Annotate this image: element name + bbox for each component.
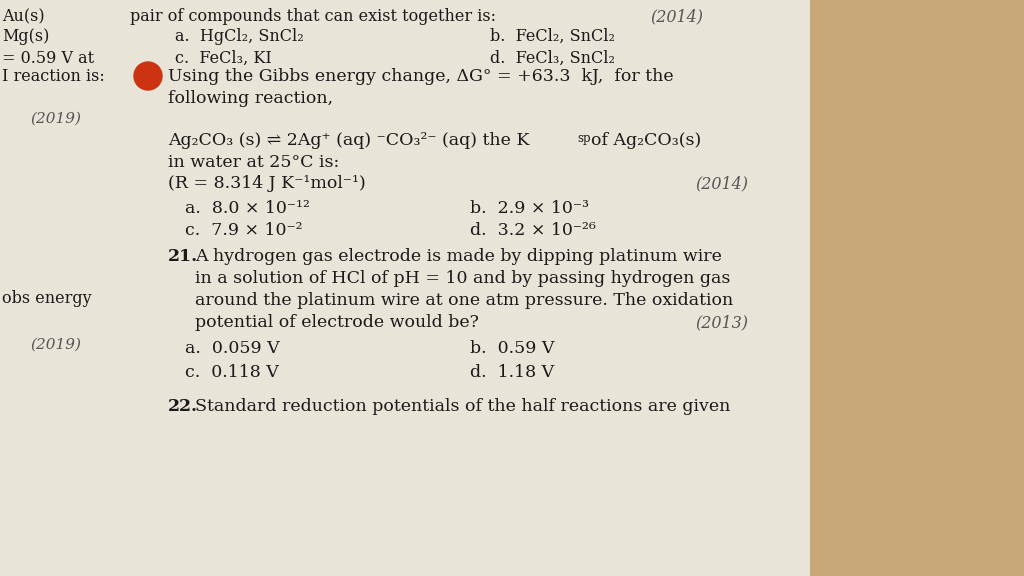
Text: obs energy: obs energy [2, 290, 91, 307]
Text: c.  7.9 × 10⁻²: c. 7.9 × 10⁻² [185, 222, 302, 239]
Text: c.  FeCl₃, KI: c. FeCl₃, KI [175, 50, 271, 67]
Circle shape [134, 62, 162, 90]
Text: a.  8.0 × 10⁻¹²: a. 8.0 × 10⁻¹² [185, 200, 310, 217]
Text: following reaction,: following reaction, [168, 90, 333, 107]
Text: in water at 25°C is:: in water at 25°C is: [168, 154, 339, 171]
Text: b.  FeCl₂, SnCl₂: b. FeCl₂, SnCl₂ [490, 28, 615, 45]
Text: a.  0.059 V: a. 0.059 V [185, 340, 280, 357]
Text: (2014): (2014) [650, 8, 703, 25]
Text: Using the Gibbs energy change, ΔG° = +63.3  kJ,  for the: Using the Gibbs energy change, ΔG° = +63… [168, 68, 674, 85]
Text: 21.: 21. [168, 248, 198, 265]
Text: c.  0.118 V: c. 0.118 V [185, 364, 279, 381]
Text: potential of electrode would be?: potential of electrode would be? [195, 314, 479, 331]
Text: around the platinum wire at one atm pressure. The oxidation: around the platinum wire at one atm pres… [195, 292, 733, 309]
Bar [0, 0, 810, 576]
Text: Au(s): Au(s) [2, 8, 45, 25]
Text: b.  0.59 V: b. 0.59 V [470, 340, 554, 357]
Text: (2014): (2014) [695, 175, 748, 192]
Text: (2013): (2013) [695, 314, 748, 331]
Text: d.  1.18 V: d. 1.18 V [470, 364, 554, 381]
Text: pair of compounds that can exist together is:: pair of compounds that can exist togethe… [130, 8, 496, 25]
Text: b.  2.9 × 10⁻³: b. 2.9 × 10⁻³ [470, 200, 589, 217]
Text: of Ag₂CO₃(s): of Ag₂CO₃(s) [591, 132, 701, 149]
Text: 22.: 22. [168, 398, 198, 415]
Text: Mg(s): Mg(s) [2, 28, 49, 45]
Text: Ag₂CO₃ (s) ⇌ 2Ag⁺ (aq) ⁻CO₃²⁻ (aq) the K: Ag₂CO₃ (s) ⇌ 2Ag⁺ (aq) ⁻CO₃²⁻ (aq) the K [168, 132, 529, 149]
Text: a.  HgCl₂, SnCl₂: a. HgCl₂, SnCl₂ [175, 28, 304, 45]
Text: I reaction is:: I reaction is: [2, 68, 104, 85]
Text: sp: sp [577, 132, 591, 145]
Text: 20: 20 [138, 70, 158, 84]
Text: (R = 8.314 J K⁻¹mol⁻¹): (R = 8.314 J K⁻¹mol⁻¹) [168, 175, 366, 192]
Text: (2019): (2019) [30, 338, 81, 352]
Text: (2019): (2019) [30, 112, 81, 126]
Text: Standard reduction potentials of the half reactions are given: Standard reduction potentials of the hal… [195, 398, 730, 415]
Text: A hydrogen gas electrode is made by dipping platinum wire: A hydrogen gas electrode is made by dipp… [195, 248, 722, 265]
Text: d.  FeCl₃, SnCl₂: d. FeCl₃, SnCl₂ [490, 50, 615, 67]
Text: = 0.59 V at: = 0.59 V at [2, 50, 94, 67]
Bar [810, 0, 1024, 576]
Text: in a solution of HCl of pH = 10 and by passing hydrogen gas: in a solution of HCl of pH = 10 and by p… [195, 270, 730, 287]
Text: d.  3.2 × 10⁻²⁶: d. 3.2 × 10⁻²⁶ [470, 222, 596, 239]
